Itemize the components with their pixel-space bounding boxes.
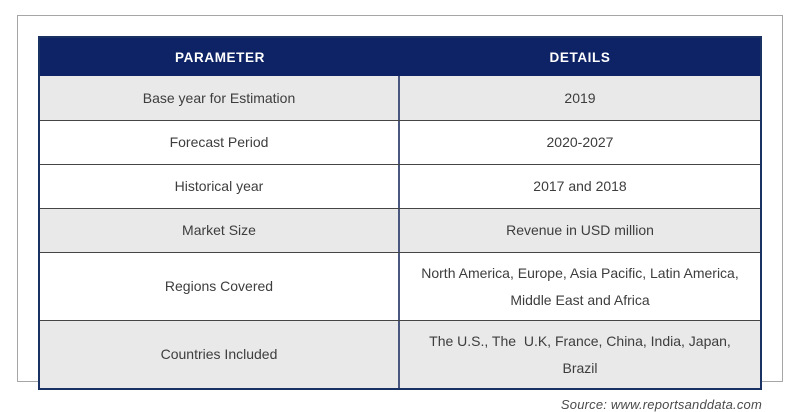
parameter-cell: Base year for Estimation [40, 76, 400, 120]
table-header-row: PARAMETER DETAILS [40, 38, 760, 76]
parameter-cell: Countries Included [40, 321, 400, 389]
parameter-cell: Market Size [40, 209, 400, 252]
column-header-details: DETAILS [549, 49, 611, 65]
details-cell: North America, Europe, Asia Pacific, Lat… [421, 265, 739, 308]
table-row: Countries Included The U.S., The U.K, Fr… [40, 320, 760, 389]
parameters-table: PARAMETER DETAILS Base year for Estimati… [38, 36, 762, 391]
parameter-cell: Historical year [40, 165, 400, 208]
page: PARAMETER DETAILS Base year for Estimati… [17, 15, 783, 412]
details-cell: 2017 and 2018 [533, 178, 627, 195]
details-cell: 2019 [564, 89, 596, 106]
table-row: Market Size Revenue in USD million [40, 208, 760, 252]
table-body: Base year for Estimation 2019 Forecast P… [40, 76, 760, 389]
column-header-parameter: PARAMETER [175, 49, 265, 65]
details-cell: Revenue in USD million [506, 222, 654, 239]
parameter-cell: Forecast Period [40, 121, 400, 164]
table-row: Historical year 2017 and 2018 [40, 164, 760, 208]
table-row: Base year for Estimation 2019 [40, 76, 760, 120]
details-cell: 2020-2027 [546, 134, 614, 151]
table-row: Regions Covered North America, Europe, A… [40, 252, 760, 321]
report-scope-card: PARAMETER DETAILS Base year for Estimati… [17, 15, 783, 412]
details-cell: The U.S., The U.K, France, China, India,… [429, 333, 735, 376]
table-row: Forecast Period 2020-2027 [40, 120, 760, 164]
parameter-cell: Regions Covered [40, 253, 400, 321]
